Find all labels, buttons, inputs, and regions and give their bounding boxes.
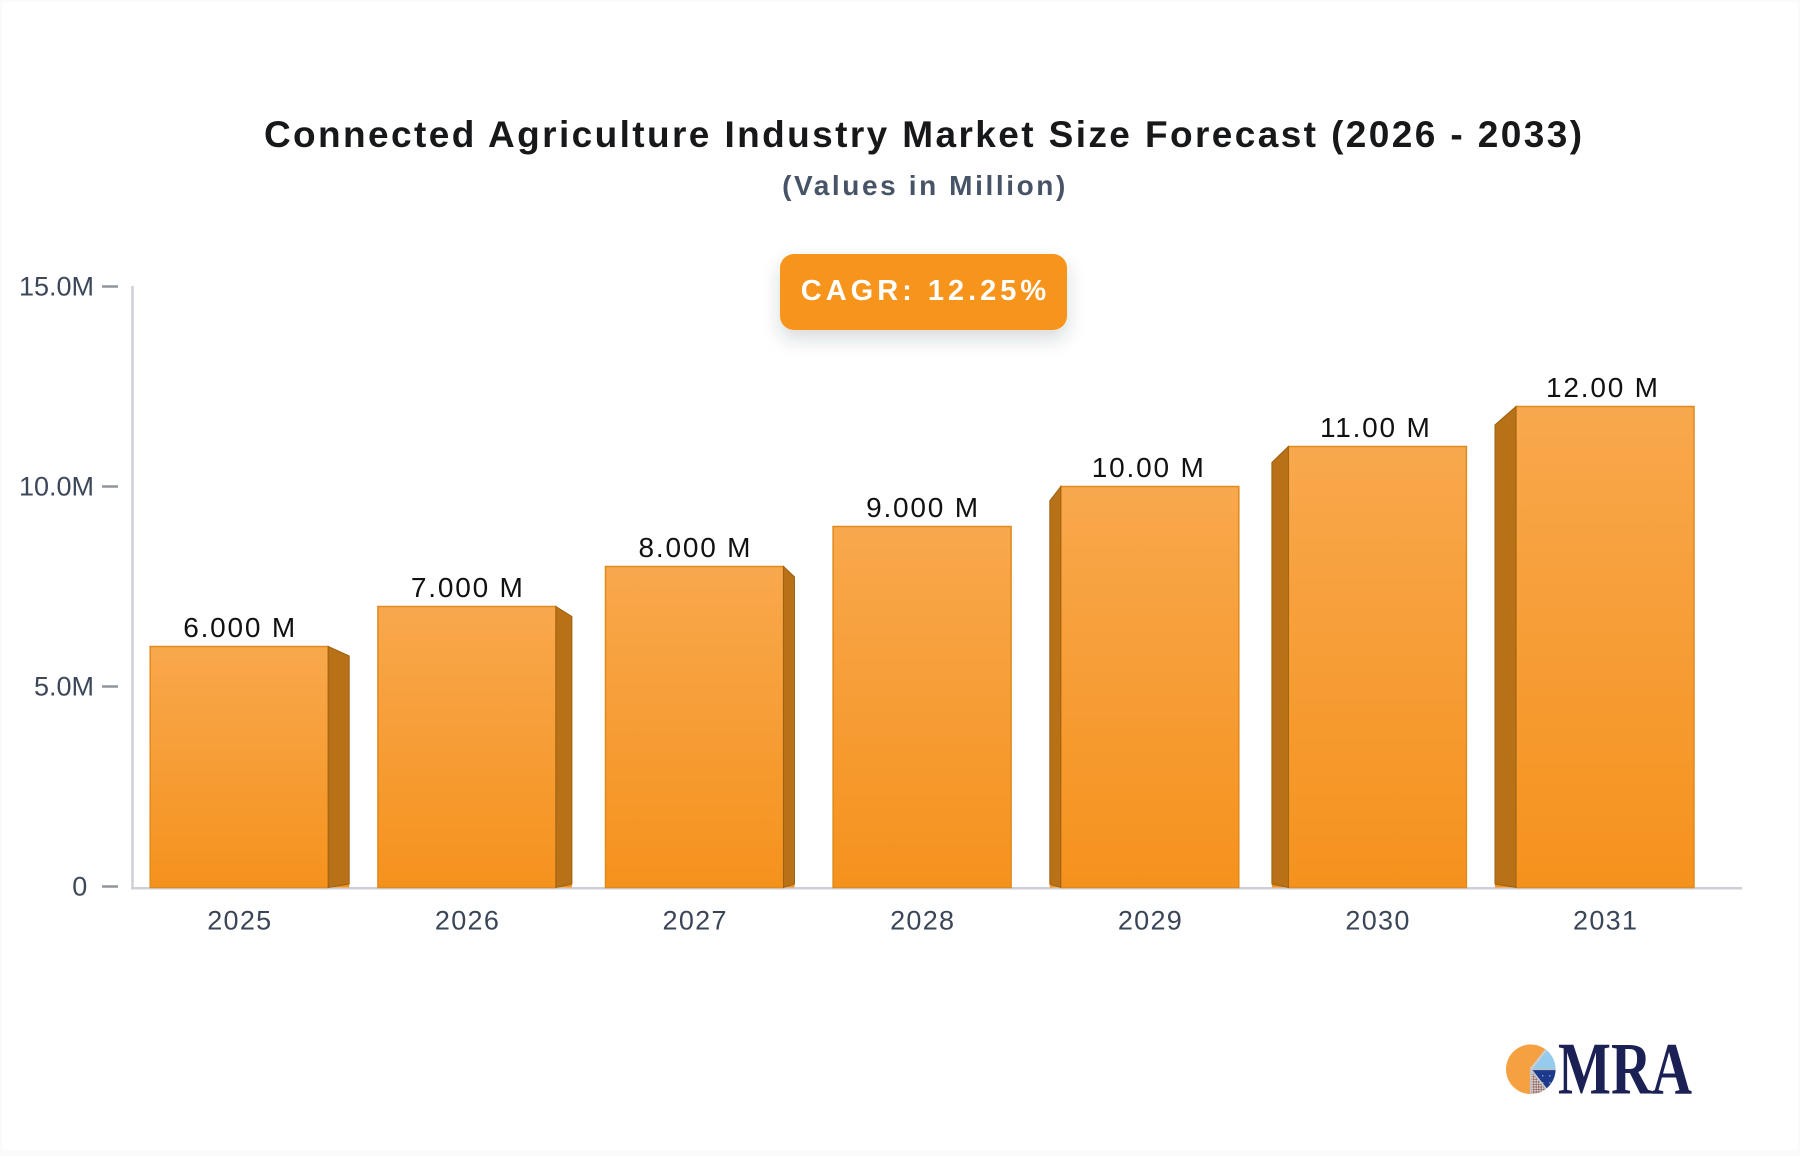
svg-text:7.000 M: 7.000 M xyxy=(411,572,525,603)
svg-text:2027: 2027 xyxy=(663,906,728,936)
svg-text:Connected Agriculture Industry: Connected Agriculture Industry Market Si… xyxy=(264,114,1585,155)
svg-text:2028: 2028 xyxy=(890,906,955,936)
svg-text:2030: 2030 xyxy=(1345,906,1410,936)
svg-text:10.00 M: 10.00 M xyxy=(1092,452,1206,483)
svg-text:2025: 2025 xyxy=(207,906,272,936)
svg-text:5.0M: 5.0M xyxy=(34,672,94,702)
svg-text:2031: 2031 xyxy=(1573,906,1638,936)
svg-text:8.000 M: 8.000 M xyxy=(639,532,753,563)
svg-text:MRA: MRA xyxy=(1558,1029,1692,1111)
svg-text:11.00 M: 11.00 M xyxy=(1320,412,1432,443)
svg-text:(Values in Million): (Values in Million) xyxy=(782,170,1068,201)
svg-text:CAGR: 12.25%: CAGR: 12.25% xyxy=(801,275,1050,307)
svg-text:6.000 M: 6.000 M xyxy=(183,612,297,643)
svg-text:0: 0 xyxy=(72,872,87,902)
svg-text:9.000 M: 9.000 M xyxy=(866,492,980,523)
svg-text:15.0M: 15.0M xyxy=(19,272,94,302)
svg-text:2029: 2029 xyxy=(1118,906,1183,936)
svg-text:2026: 2026 xyxy=(435,906,500,936)
svg-text:10.0M: 10.0M xyxy=(19,472,94,502)
svg-text:12.00 M: 12.00 M xyxy=(1546,372,1660,403)
